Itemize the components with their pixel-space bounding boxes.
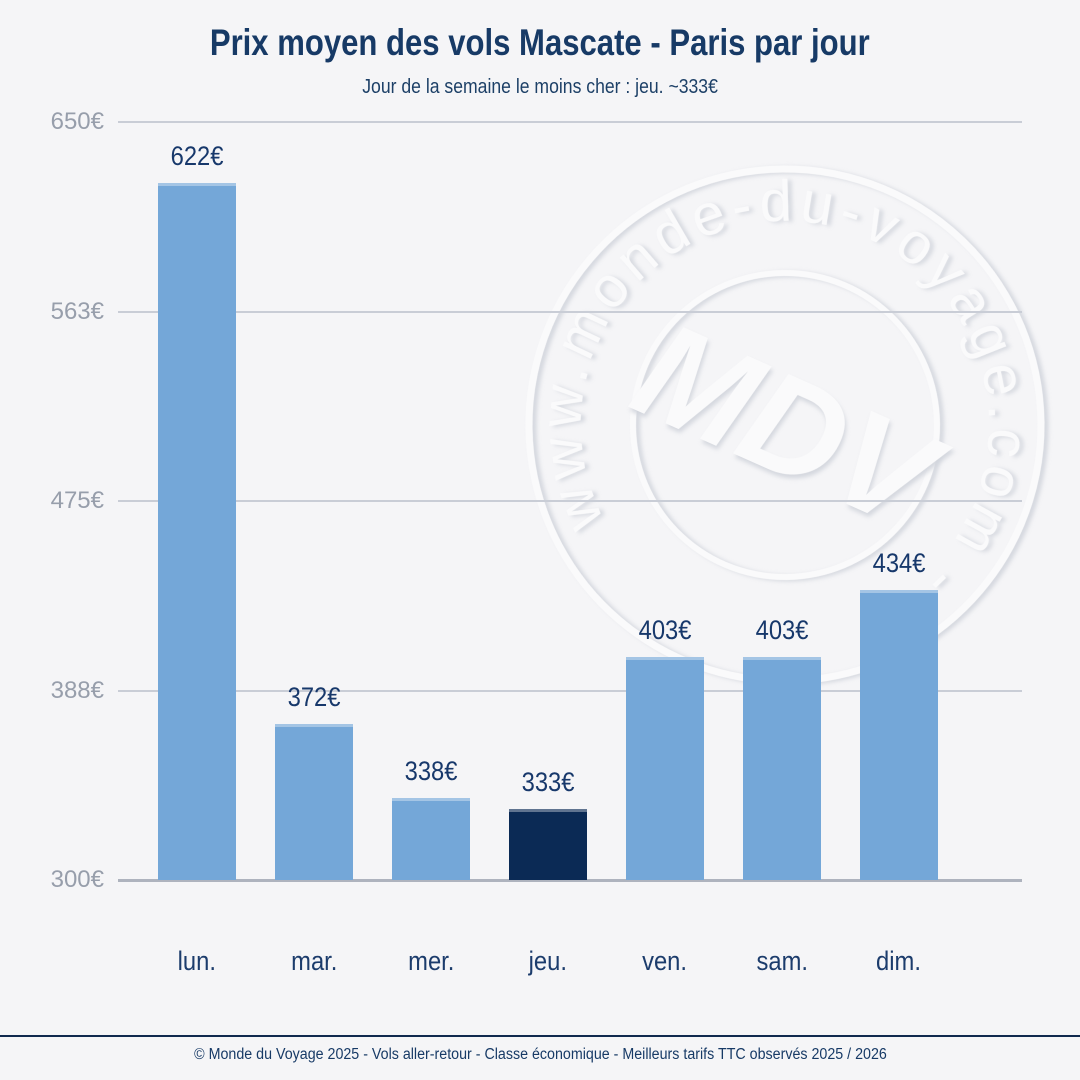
bar-lun: [158, 182, 236, 880]
x-axis-label-text: ven.: [642, 946, 688, 976]
bar-value-text: 434€: [872, 547, 926, 578]
x-axis-label-text: jeu.: [528, 946, 568, 976]
chart-subtitle-text: Jour de la semaine le moins cher : jeu. …: [362, 76, 718, 98]
x-axis-label-text: sam.: [756, 946, 808, 976]
chart-title: Prix moyen des vols Mascate - Paris par …: [0, 22, 1080, 64]
gridline-475€: [118, 500, 1022, 502]
x-axis-label: jeu.: [478, 946, 618, 977]
bar-value-text: 403€: [638, 614, 692, 645]
footer-text: © Monde du Voyage 2025 - Vols aller-reto…: [193, 1046, 887, 1063]
x-axis-label-text: lun.: [177, 946, 217, 976]
bar-value-label: 372€: [244, 682, 384, 713]
x-axis-label: sam.: [712, 946, 852, 977]
y-tick-label: 650€: [50, 108, 104, 135]
gridline-563€: [118, 310, 1022, 313]
footer-divider: [0, 1035, 1080, 1037]
bar-value-label: 338€: [361, 756, 501, 787]
bar-value-text: 372€: [287, 682, 341, 713]
bar-value-label: 403€: [712, 615, 852, 646]
gridline-650€: [118, 121, 1022, 123]
bar-value-text: 622€: [170, 140, 224, 171]
bar-dim: [860, 589, 938, 880]
x-axis-label-text: mer.: [407, 946, 455, 976]
chart-title-text: Prix moyen des vols Mascate - Paris par …: [210, 22, 870, 63]
bar-mar: [275, 724, 353, 880]
bar-jeu: [509, 808, 587, 880]
y-tick-label: 475€: [50, 487, 104, 514]
gridline-388€: [118, 689, 1022, 692]
bar-value-label: 333€: [478, 767, 618, 798]
x-axis-label-text: mar.: [290, 946, 338, 976]
chart-subtitle: Jour de la semaine le moins cher : jeu. …: [0, 76, 1080, 99]
bar-mer: [392, 797, 470, 880]
y-tick-label: 300€: [50, 866, 104, 893]
x-axis-label-text: dim.: [876, 946, 922, 976]
bar-value-text: 338€: [404, 755, 458, 786]
bar-value-label: 434€: [829, 548, 969, 579]
bar-value-text: 333€: [521, 766, 575, 797]
bar-value-text: 403€: [755, 614, 809, 645]
x-axis-label: lun.: [127, 946, 267, 977]
x-axis-label: mar.: [244, 946, 384, 977]
x-axis-label: dim.: [829, 946, 969, 977]
x-axis-label: mer.: [361, 946, 501, 977]
x-axis-label: ven.: [595, 946, 735, 977]
bar-ven: [626, 656, 704, 880]
y-tick-label: 388€: [50, 676, 104, 704]
bar-sam: [743, 656, 821, 880]
footer: © Monde du Voyage 2025 - Vols aller-reto…: [0, 1046, 1080, 1064]
gridline-300€: [118, 879, 1022, 882]
y-tick-label: 563€: [50, 297, 104, 325]
bar-value-label: 622€: [127, 141, 267, 172]
